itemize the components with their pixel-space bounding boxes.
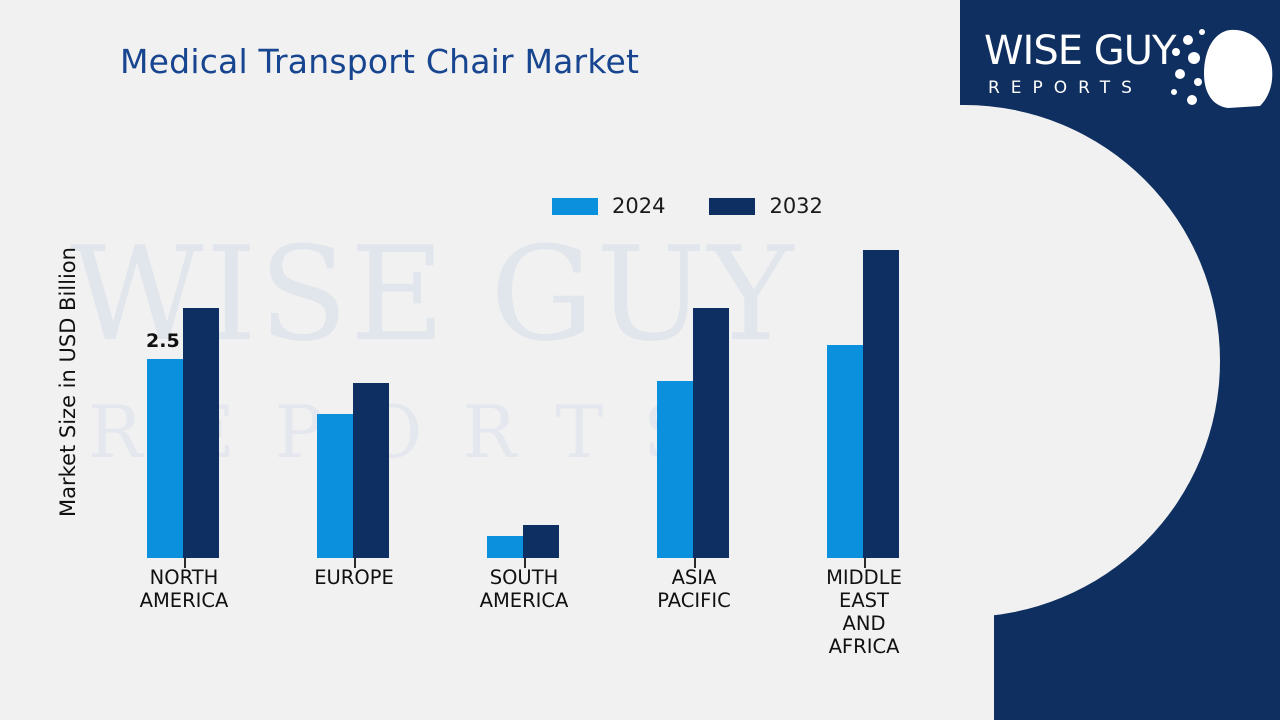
legend-label-2024: 2024 <box>612 194 666 218</box>
bar-value-label-north-america-2024: 2.5 <box>146 330 180 352</box>
bar-group-north-america <box>147 308 219 558</box>
bar-north-america-2032[interactable] <box>183 308 219 558</box>
axis-tick-europe <box>354 558 356 568</box>
bar-group-south-america <box>487 525 559 558</box>
legend-swatch-2032 <box>709 197 756 215</box>
axis-tick-north-america <box>184 558 186 568</box>
panel-corner-fill <box>960 160 994 720</box>
bar-south-america-2024[interactable] <box>487 536 523 558</box>
plot-area: 2.5 NORTH AMERICA EUROPE SOUTH AMERICA A… <box>139 250 902 658</box>
bar-group-europe <box>317 383 389 558</box>
bar-group-asia-pacific <box>657 308 729 558</box>
legend-swatch-2024 <box>552 197 598 215</box>
axis-tick-south-america <box>524 558 526 568</box>
bar-middle-east-and-africa-2032[interactable] <box>863 250 899 558</box>
bar-group-middle-east-and-africa <box>827 250 899 558</box>
bar-europe-2032[interactable] <box>353 383 389 558</box>
category-label-middle-east-and-africa: MIDDLE EAST AND AFRICA <box>826 566 902 658</box>
y-axis-label: Market Size in USD Billion <box>56 247 80 517</box>
page-title: Medical Transport Chair Market <box>120 42 640 81</box>
legend-item-2032[interactable]: 2032 <box>709 194 823 218</box>
legend-label-2032: 2032 <box>769 194 823 218</box>
bar-europe-2024[interactable] <box>317 414 353 558</box>
chart-legend: 2024 2032 <box>552 194 823 218</box>
axis-tick-asia-pacific <box>694 558 696 568</box>
bar-south-america-2032[interactable] <box>523 525 559 558</box>
axis-tick-middle-east-and-africa <box>864 558 866 568</box>
brand-logo[interactable]: WISE GUY REPORTS <box>982 28 1273 114</box>
category-label-south-america: SOUTH AMERICA <box>479 566 569 612</box>
logo-head-icon <box>1171 29 1273 108</box>
category-label-asia-pacific: ASIA PACIFIC <box>657 566 731 612</box>
legend-item-2024[interactable]: 2024 <box>552 194 665 218</box>
brand-logo-subtext: REPORTS <box>988 78 1143 98</box>
bar-asia-pacific-2032[interactable] <box>693 308 729 558</box>
category-label-europe: EUROPE <box>314 566 394 589</box>
bar-middle-east-and-africa-2024[interactable] <box>827 345 863 558</box>
brand-panel: WISE GUY REPORTS <box>960 0 1280 720</box>
category-label-north-america: NORTH AMERICA <box>139 566 229 612</box>
brand-logo-wordmark: WISE GUY <box>984 28 1176 74</box>
bar-asia-pacific-2024[interactable] <box>657 381 693 558</box>
bar-north-america-2024[interactable] <box>147 359 183 558</box>
